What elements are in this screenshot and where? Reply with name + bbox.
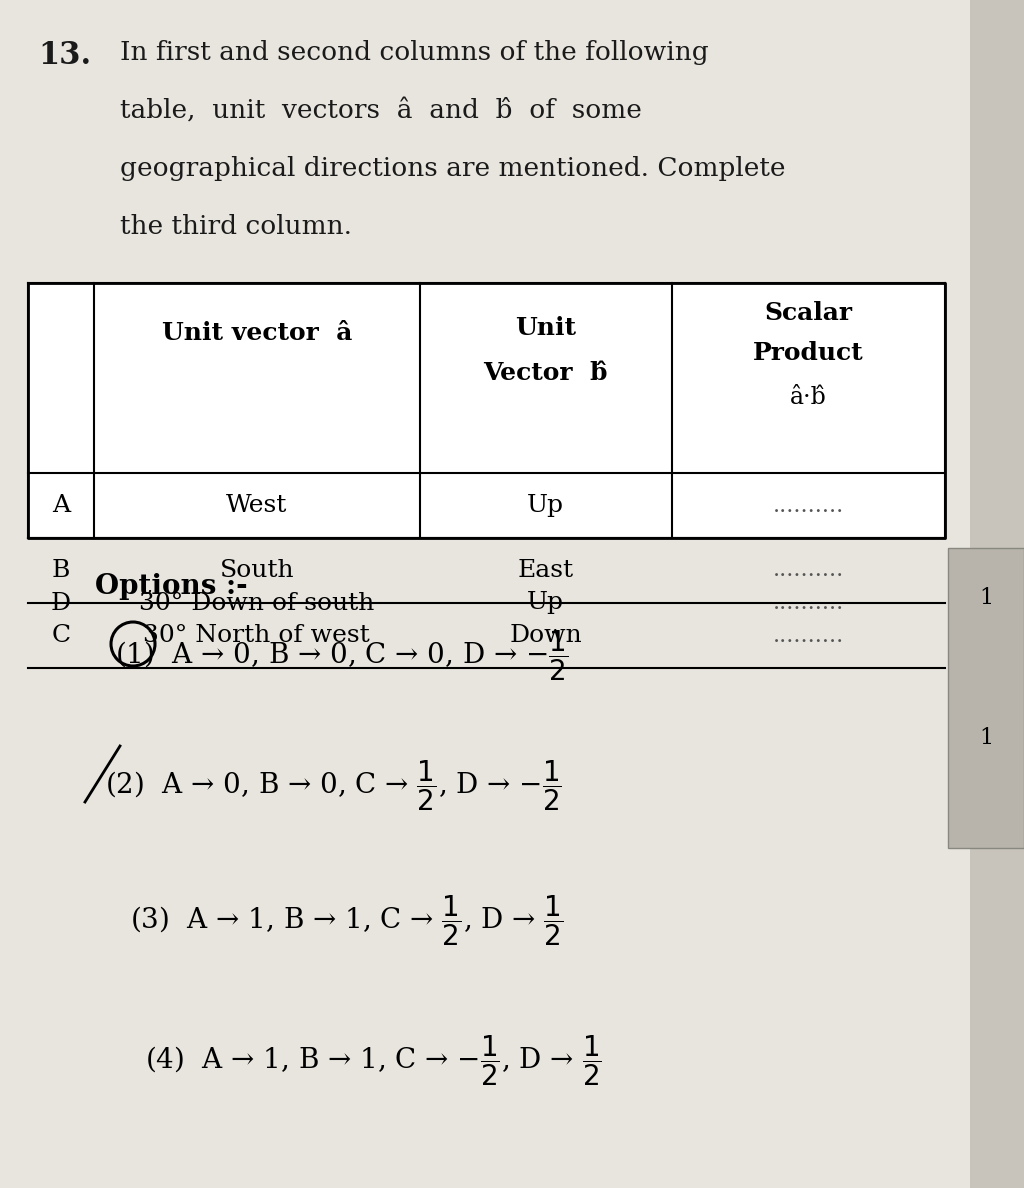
Text: (2)  A → 0, B → 0, C → $\dfrac{1}{2}$, D → $-\dfrac{1}{2}$: (2) A → 0, B → 0, C → $\dfrac{1}{2}$, D …: [105, 758, 562, 813]
Text: (1)  A → 0, B → 0, C → 0, D → $-\dfrac{1}{2}$: (1) A → 0, B → 0, C → 0, D → $-\dfrac{1}…: [115, 628, 568, 683]
FancyBboxPatch shape: [0, 0, 970, 1188]
Text: â·b̂: â·b̂: [790, 386, 826, 410]
Text: Product: Product: [753, 341, 863, 365]
Text: Options :-: Options :-: [95, 573, 248, 600]
Text: C: C: [51, 624, 71, 647]
Text: In first and second columns of the following: In first and second columns of the follo…: [120, 40, 709, 65]
Text: ..........: ..........: [773, 560, 844, 581]
Text: Unit vector  â: Unit vector â: [162, 321, 352, 345]
Text: 1: 1: [979, 587, 993, 609]
Text: 1: 1: [979, 727, 993, 748]
Text: ..........: ..........: [773, 494, 844, 517]
Text: West: West: [226, 494, 288, 517]
Text: B: B: [52, 560, 71, 582]
Text: Up: Up: [527, 592, 564, 614]
Text: Up: Up: [527, 494, 564, 517]
Text: D: D: [51, 592, 71, 614]
Text: the third column.: the third column.: [120, 214, 352, 239]
Text: A: A: [52, 494, 70, 517]
Text: 13.: 13.: [38, 40, 91, 71]
Text: ..........: ..........: [773, 592, 844, 614]
Text: 30° North of west: 30° North of west: [143, 624, 370, 647]
Text: (4)  A → 1, B → 1, C → $-\dfrac{1}{2}$, D → $\dfrac{1}{2}$: (4) A → 1, B → 1, C → $-\dfrac{1}{2}$, D…: [145, 1034, 602, 1088]
Text: Vector  b̂: Vector b̂: [483, 361, 608, 385]
Text: South: South: [219, 560, 294, 582]
Text: Unit: Unit: [515, 316, 577, 340]
Text: 30° Down of south: 30° Down of south: [139, 592, 375, 614]
FancyBboxPatch shape: [948, 548, 1024, 848]
Text: ..........: ..........: [773, 625, 844, 646]
Text: Scalar: Scalar: [764, 301, 852, 326]
Text: geographical directions are mentioned. Complete: geographical directions are mentioned. C…: [120, 156, 785, 181]
Text: East: East: [517, 560, 573, 582]
Text: (3)  A → 1, B → 1, C → $\dfrac{1}{2}$, D → $\dfrac{1}{2}$: (3) A → 1, B → 1, C → $\dfrac{1}{2}$, D …: [130, 893, 563, 948]
FancyBboxPatch shape: [28, 283, 945, 538]
Text: Down: Down: [509, 624, 582, 647]
Text: table,  unit  vectors  â  and  b̂  of  some: table, unit vectors â and b̂ of some: [120, 97, 642, 124]
